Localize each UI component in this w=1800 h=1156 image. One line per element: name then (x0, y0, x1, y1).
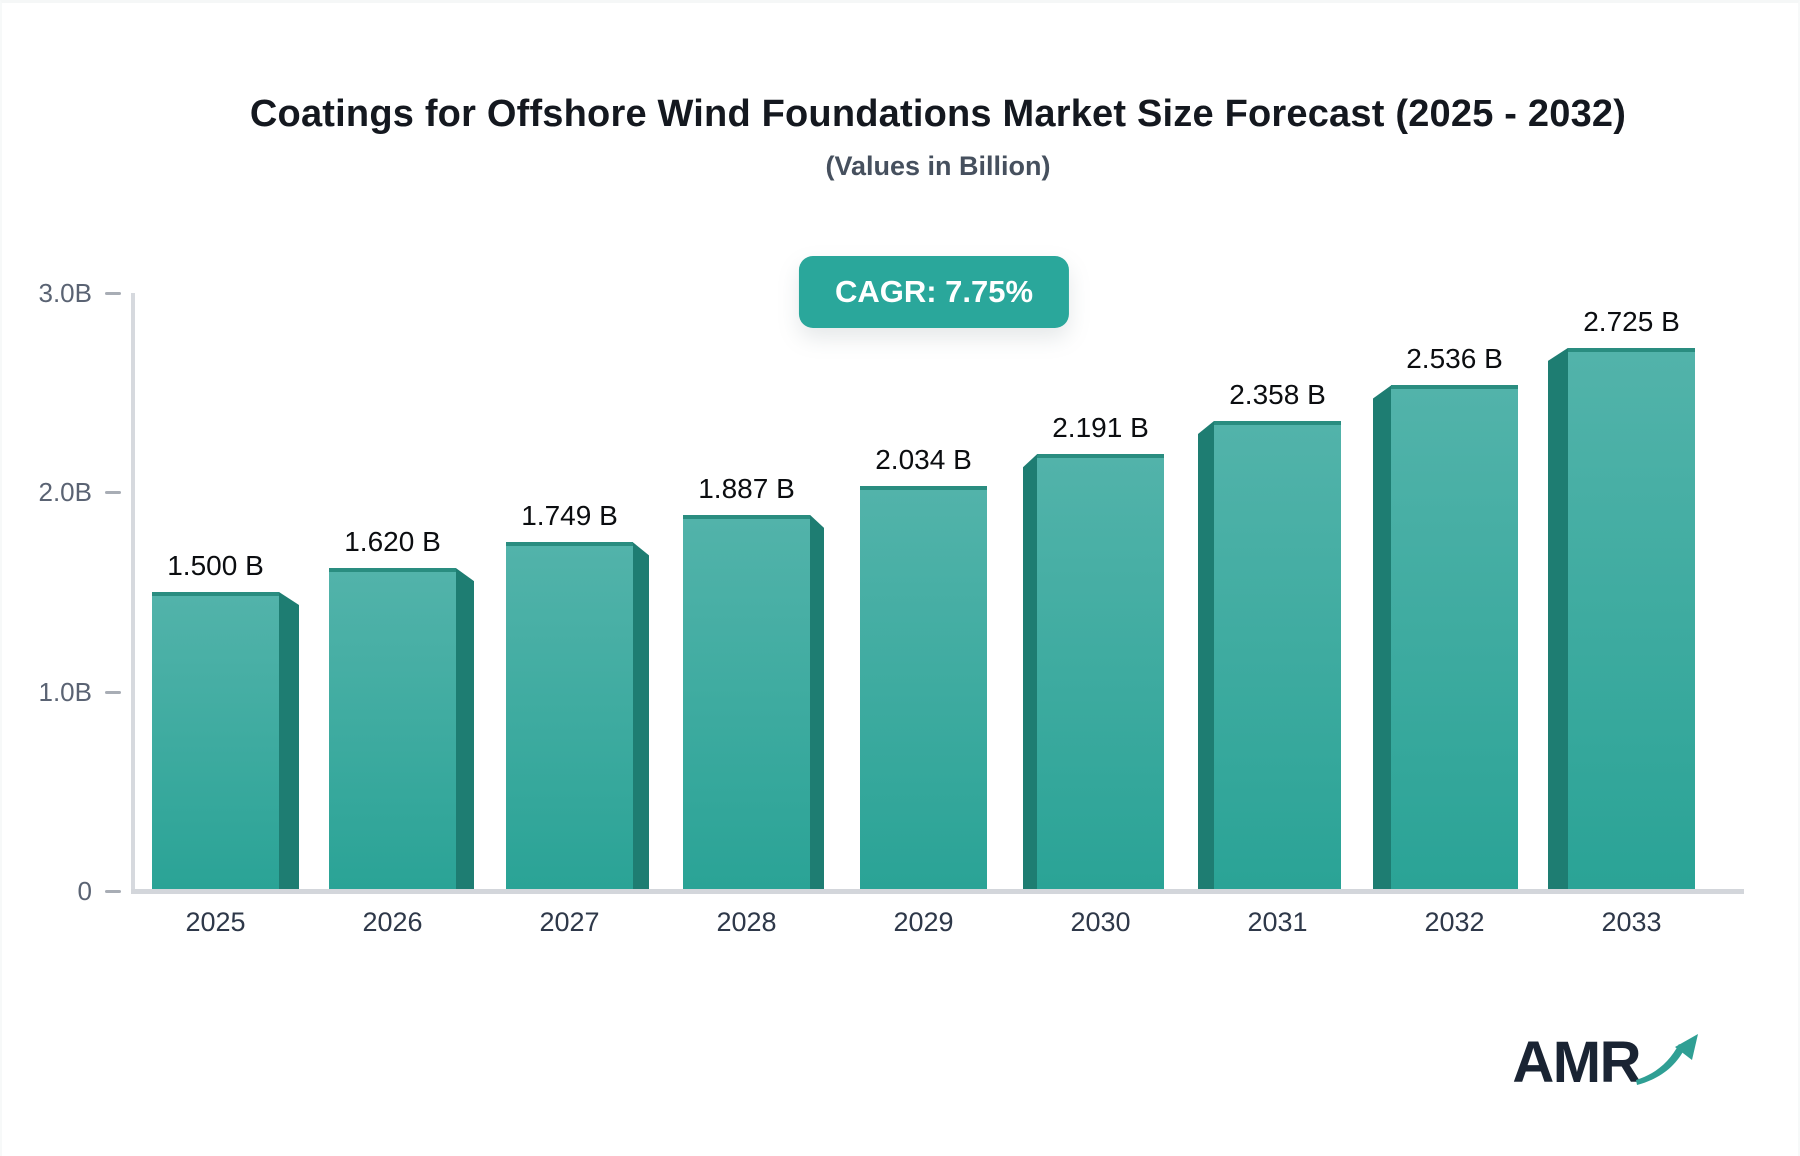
bar-side-2032 (1373, 385, 1391, 889)
x-label-2032: 2032 (1424, 907, 1485, 937)
bar-side-2025 (279, 592, 299, 889)
x-label-2033: 2033 (1601, 907, 1662, 937)
x-label-2028: 2028 (716, 907, 777, 937)
y-tick-label-2.0B: 2.0B (38, 477, 93, 508)
value-label-2026: 1.620 B (344, 526, 441, 558)
y-tick-label-1.0B: 1.0B (38, 676, 93, 707)
bar-side-2031 (1198, 420, 1214, 889)
y-tick-2.0B (105, 491, 121, 495)
bar-side-2030 (1023, 454, 1037, 889)
value-label-2028: 1.887 B (698, 472, 795, 504)
y-tick-0 (105, 890, 121, 893)
value-label-2030: 2.191 B (1052, 412, 1149, 444)
y-tick-1.0B (105, 690, 121, 694)
x-label-2031: 2031 (1247, 907, 1308, 937)
y-tick-label-3.0B: 3.0B (38, 278, 93, 308)
bar-2027[interactable] (506, 542, 633, 889)
x-label-2029: 2029 (893, 907, 954, 937)
amr-logo-text: AMR (1512, 1030, 1641, 1095)
x-axis-baseline (131, 889, 1744, 894)
bar-side-2033 (1548, 347, 1568, 889)
x-label-2026: 2026 (362, 907, 423, 937)
bar-2032[interactable] (1391, 385, 1518, 889)
chart-title: Coatings for Offshore Wind Foundations M… (249, 93, 1627, 135)
value-label-2029: 2.034 B (875, 443, 972, 475)
bar-2033[interactable] (1568, 347, 1695, 889)
bar-side-2026 (456, 568, 474, 889)
amr-logo: AMR (1512, 1031, 1698, 1095)
growth-arrow-icon (1636, 1033, 1698, 1094)
value-label-2025: 1.500 B (167, 550, 264, 581)
bar-2028[interactable] (683, 514, 810, 889)
x-label-2025: 2025 (185, 907, 246, 937)
x-label-2027: 2027 (539, 907, 600, 937)
bar-2025[interactable] (152, 592, 279, 889)
value-label-2033: 2.725 B (1583, 305, 1680, 337)
bar-2026[interactable] (329, 568, 456, 889)
bar-2029[interactable] (860, 485, 987, 889)
bar-2030[interactable] (1037, 454, 1164, 889)
bar-side-2027 (633, 542, 649, 889)
chart-subtitle: (Values in Billion) (825, 151, 1051, 181)
cagr-badge: CAGR: 7.75% (798, 256, 1070, 328)
value-label-2027: 1.749 B (521, 500, 618, 532)
y-axis-line (131, 293, 135, 894)
value-label-2031: 2.358 B (1229, 378, 1326, 410)
bar-side-2028 (810, 514, 824, 889)
x-label-2030: 2030 (1070, 907, 1131, 937)
value-label-2032: 2.536 B (1406, 343, 1503, 375)
y-tick-3.0B (105, 292, 121, 295)
bar-2031[interactable] (1214, 420, 1341, 889)
y-tick-label-0: 0 (77, 876, 92, 906)
